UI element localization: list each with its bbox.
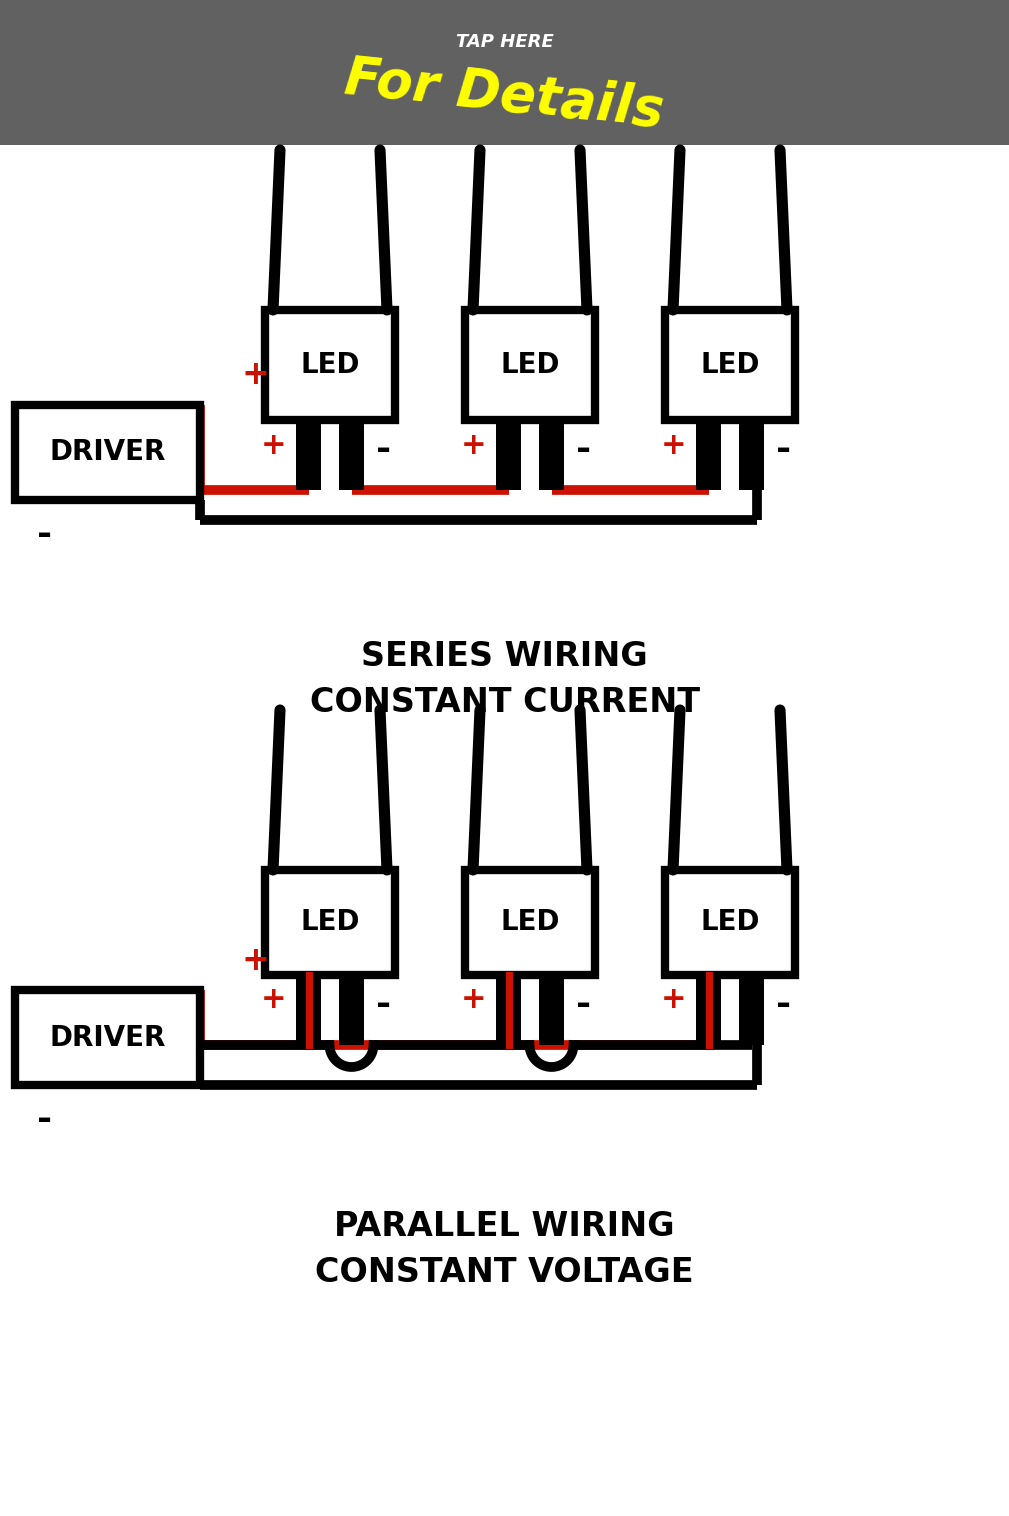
Text: SERIES WIRING
CONSTANT CURRENT: SERIES WIRING CONSTANT CURRENT	[310, 640, 699, 719]
Bar	[696, 420, 721, 490]
Text: -: -	[376, 988, 391, 1022]
Bar	[339, 975, 364, 1045]
Text: TAP HERE: TAP HERE	[456, 33, 553, 52]
Bar	[496, 975, 521, 1045]
Text: For Details: For Details	[342, 53, 667, 138]
Text: LED: LED	[301, 908, 360, 937]
Text: +: +	[661, 431, 686, 459]
Text: +: +	[260, 985, 287, 1014]
Bar	[739, 420, 764, 490]
Bar	[296, 975, 321, 1045]
Bar	[465, 309, 595, 420]
Bar	[465, 870, 595, 975]
Text: +: +	[241, 943, 269, 976]
Bar	[539, 975, 564, 1045]
Bar	[296, 420, 321, 490]
Bar	[265, 309, 395, 420]
Text: PARALLEL WIRING
CONSTANT VOLTAGE: PARALLEL WIRING CONSTANT VOLTAGE	[315, 1210, 694, 1289]
Bar	[15, 990, 200, 1085]
Bar	[265, 870, 395, 975]
Text: LED: LED	[301, 352, 360, 379]
Text: +: +	[241, 358, 269, 391]
Text: DRIVER: DRIVER	[49, 438, 165, 467]
Bar	[739, 975, 764, 1045]
Text: +: +	[661, 985, 686, 1014]
Bar	[665, 870, 795, 975]
Text: -: -	[376, 434, 391, 467]
Text: -: -	[776, 988, 791, 1022]
Bar	[0, 0, 1009, 146]
Text: +: +	[461, 431, 486, 459]
Bar	[539, 420, 564, 490]
Text: +: +	[260, 431, 287, 459]
Bar	[15, 405, 200, 500]
Bar	[496, 420, 521, 490]
Text: -: -	[576, 988, 591, 1022]
Text: LED: LED	[500, 908, 560, 937]
Text: -: -	[37, 518, 52, 552]
Text: DRIVER: DRIVER	[49, 1023, 165, 1052]
Bar	[665, 309, 795, 420]
Text: -: -	[576, 434, 591, 467]
Text: LED: LED	[700, 352, 760, 379]
Text: +: +	[461, 985, 486, 1014]
Text: LED: LED	[700, 908, 760, 937]
Bar	[696, 975, 721, 1045]
Text: -: -	[776, 434, 791, 467]
Bar	[339, 420, 364, 490]
Text: -: -	[37, 1104, 52, 1137]
Text: LED: LED	[500, 352, 560, 379]
